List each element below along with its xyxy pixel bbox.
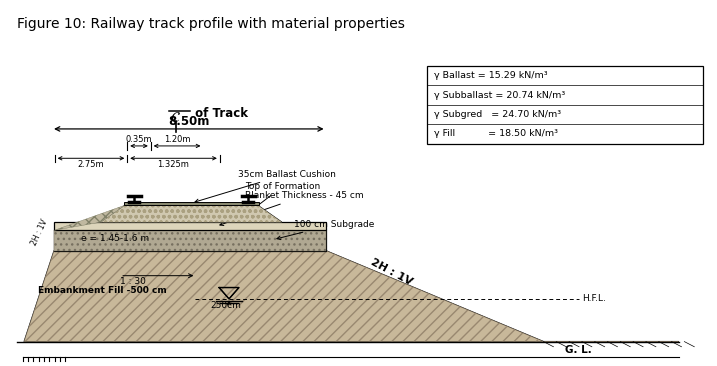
Text: 35cm Ballast Cushion: 35cm Ballast Cushion: [195, 170, 336, 203]
Polygon shape: [124, 202, 259, 205]
Text: Embankment Fill -500 cm: Embankment Fill -500 cm: [38, 285, 167, 295]
Text: 250cm: 250cm: [211, 301, 242, 310]
Text: γ Subgred   = 24.70 kN/m³: γ Subgred = 24.70 kN/m³: [434, 110, 561, 119]
Text: 1 : 30: 1 : 30: [120, 277, 146, 286]
Text: γ Ballast = 15.29 kN/m³: γ Ballast = 15.29 kN/m³: [434, 71, 548, 80]
Text: Figure 10: Railway track profile with material properties: Figure 10: Railway track profile with ma…: [17, 17, 405, 31]
Text: γ Subballast = 20.74 kN/m³: γ Subballast = 20.74 kN/m³: [434, 90, 565, 100]
Polygon shape: [54, 222, 326, 230]
Text: 2H : 1V: 2H : 1V: [369, 257, 414, 287]
Text: $\mathcal{C}$: $\mathcal{C}$: [170, 110, 181, 125]
Text: 1.325m: 1.325m: [158, 160, 189, 169]
Polygon shape: [101, 205, 282, 222]
Text: 1.20m: 1.20m: [163, 135, 190, 144]
Polygon shape: [24, 251, 679, 341]
FancyBboxPatch shape: [427, 66, 703, 144]
Text: 2.75m: 2.75m: [77, 160, 104, 169]
Text: 0.35m: 0.35m: [125, 135, 152, 144]
Text: 8.50m: 8.50m: [168, 115, 210, 128]
Text: Top of Formation: Top of Formation: [241, 182, 320, 219]
Polygon shape: [24, 251, 679, 341]
Text: γ Fill           = 18.50 kN/m³: γ Fill = 18.50 kN/m³: [434, 130, 558, 138]
Text: Blanket Thickness - 45 cm: Blanket Thickness - 45 cm: [220, 191, 364, 225]
Text: G. L.: G. L.: [565, 346, 592, 355]
Polygon shape: [101, 205, 282, 222]
Polygon shape: [54, 230, 326, 251]
Polygon shape: [54, 230, 326, 251]
Text: 2H : 1V: 2H : 1V: [30, 217, 49, 246]
Text: H.F.L.: H.F.L.: [583, 294, 607, 303]
Text: 100 cm Subgrade: 100 cm Subgrade: [277, 220, 375, 240]
Text: 1 : 30: 1 : 30: [177, 216, 203, 225]
Polygon shape: [54, 205, 125, 230]
Text: of Track: of Track: [191, 107, 247, 120]
Text: e = 1.45-1.6 m: e = 1.45-1.6 m: [81, 234, 149, 243]
